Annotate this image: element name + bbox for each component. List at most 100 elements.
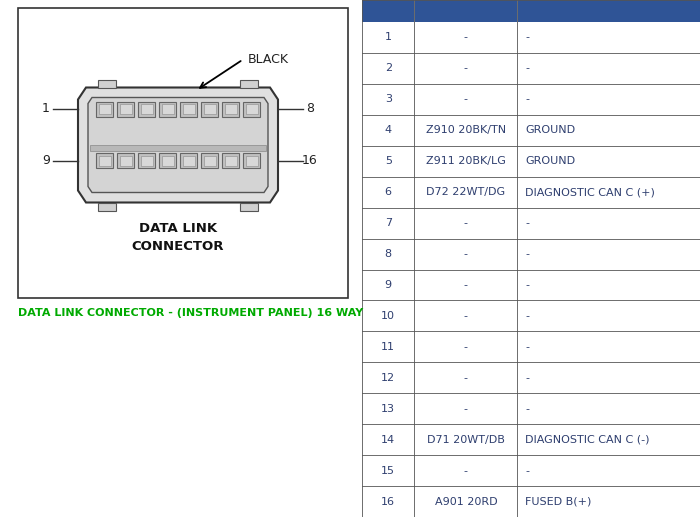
Text: -: -	[526, 249, 529, 259]
Bar	[362, 362, 700, 393]
Text: -: -	[464, 280, 468, 290]
Bar	[204, 156, 216, 165]
Bar	[117, 153, 134, 168]
Text: 8: 8	[384, 249, 392, 259]
Bar	[225, 156, 237, 165]
Text: 10: 10	[382, 311, 395, 321]
Text: 9: 9	[42, 154, 50, 167]
Text: -: -	[526, 33, 529, 42]
Text: 3: 3	[385, 94, 392, 104]
Bar	[138, 101, 155, 116]
Bar	[243, 153, 260, 168]
Bar	[141, 104, 153, 114]
Bar	[201, 153, 218, 168]
Text: BLACK: BLACK	[248, 53, 289, 66]
Bar	[362, 177, 700, 208]
Text: -: -	[464, 94, 468, 104]
Text: 15: 15	[382, 466, 395, 476]
Bar	[204, 104, 216, 114]
Text: Z910 20BK/TN: Z910 20BK/TN	[426, 125, 506, 135]
Text: -: -	[526, 466, 529, 476]
Text: 2: 2	[384, 64, 392, 73]
Bar	[138, 153, 155, 168]
Bar	[362, 238, 700, 269]
Text: -: -	[464, 404, 468, 414]
Bar	[362, 486, 700, 517]
Bar	[225, 104, 237, 114]
Text: 8: 8	[306, 102, 314, 115]
Bar	[141, 156, 153, 165]
Text: 12: 12	[381, 373, 395, 383]
Bar	[246, 104, 258, 114]
Bar	[362, 300, 700, 331]
Text: CONNECTOR: CONNECTOR	[132, 240, 224, 253]
Text: 14: 14	[381, 435, 395, 445]
Text: -: -	[464, 342, 468, 352]
Text: 7: 7	[384, 218, 392, 228]
Text: 6: 6	[385, 187, 392, 197]
Text: DATA LINK: DATA LINK	[139, 222, 217, 236]
Bar	[96, 153, 113, 168]
Bar	[162, 156, 174, 165]
Text: D72 22WT/DG: D72 22WT/DG	[426, 187, 505, 197]
Text: 1: 1	[42, 102, 50, 115]
Text: -: -	[526, 280, 529, 290]
Text: Z911 20BK/LG: Z911 20BK/LG	[426, 156, 506, 166]
Polygon shape	[88, 98, 268, 192]
Text: GROUND: GROUND	[526, 156, 575, 166]
Bar	[362, 84, 700, 115]
Text: -: -	[526, 64, 529, 73]
Text: -: -	[526, 342, 529, 352]
Text: DIAGNOSTIC CAN C (-): DIAGNOSTIC CAN C (-)	[526, 435, 650, 445]
Bar	[362, 53, 700, 84]
Text: -: -	[526, 94, 529, 104]
Bar	[246, 156, 258, 165]
Text: -: -	[464, 373, 468, 383]
Bar	[180, 101, 197, 116]
Bar	[362, 331, 700, 362]
Bar	[120, 156, 132, 165]
Text: -: -	[526, 311, 529, 321]
Bar	[98, 203, 116, 210]
Bar	[162, 104, 174, 114]
Bar	[120, 104, 132, 114]
Text: A901 20RD: A901 20RD	[435, 496, 497, 507]
Text: -: -	[464, 33, 468, 42]
Bar	[117, 101, 134, 116]
Bar	[201, 101, 218, 116]
Text: 11: 11	[382, 342, 395, 352]
Bar	[362, 424, 700, 455]
Bar	[362, 115, 700, 146]
Bar	[98, 80, 116, 87]
Text: -: -	[464, 311, 468, 321]
Text: GROUND: GROUND	[526, 125, 575, 135]
Bar	[240, 80, 258, 87]
Text: 5: 5	[385, 156, 392, 166]
Text: 1: 1	[385, 33, 392, 42]
Polygon shape	[78, 87, 278, 203]
Bar	[362, 455, 700, 486]
Bar	[362, 146, 700, 177]
Bar	[222, 153, 239, 168]
Text: 4: 4	[384, 125, 392, 135]
Bar	[90, 145, 266, 151]
Text: 13: 13	[382, 404, 395, 414]
Bar	[99, 104, 111, 114]
Text: 16: 16	[302, 154, 318, 167]
Bar	[180, 153, 197, 168]
Bar	[362, 0, 700, 22]
Text: -: -	[526, 373, 529, 383]
Bar	[240, 203, 258, 210]
Text: -: -	[464, 249, 468, 259]
Text: FUSED B(+): FUSED B(+)	[526, 496, 592, 507]
Bar	[222, 101, 239, 116]
Bar	[183, 104, 195, 114]
Bar	[99, 156, 111, 165]
Bar	[362, 269, 700, 300]
Text: DIAGNOSTIC CAN C (+): DIAGNOSTIC CAN C (+)	[526, 187, 655, 197]
Text: -: -	[464, 466, 468, 476]
Text: 16: 16	[382, 496, 395, 507]
Text: D71 20WT/DB: D71 20WT/DB	[427, 435, 505, 445]
Bar	[243, 101, 260, 116]
Text: -: -	[526, 218, 529, 228]
